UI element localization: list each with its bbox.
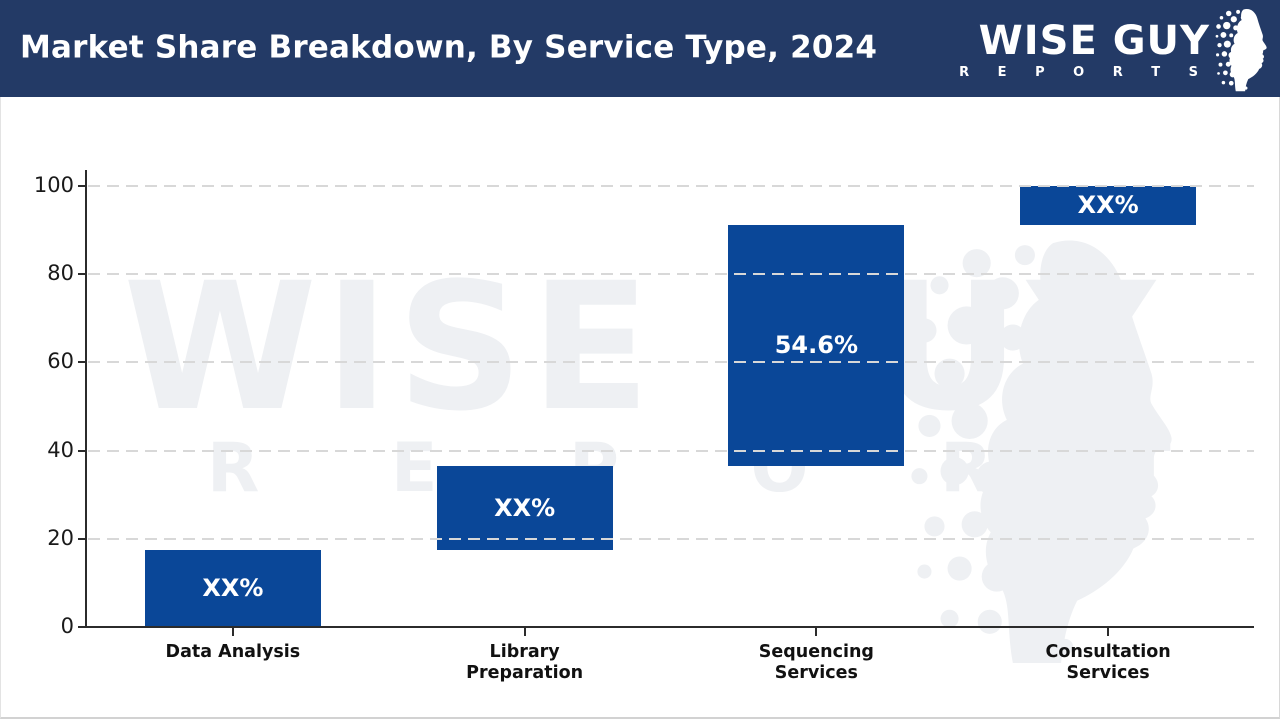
x-axis-spine bbox=[85, 626, 1254, 628]
y-tick-label: 0 bbox=[60, 614, 74, 638]
gridline bbox=[88, 273, 1254, 276]
gridline bbox=[88, 449, 1254, 452]
page-title: Market Share Breakdown, By Service Type,… bbox=[20, 29, 878, 66]
x-category-label-line: Services bbox=[1066, 663, 1150, 683]
x-category-label: Library Preparation bbox=[410, 642, 640, 684]
x-axis-tick bbox=[231, 627, 234, 636]
x-axis-tick bbox=[1107, 627, 1110, 636]
bar-value-label: XX% bbox=[1077, 191, 1139, 219]
x-category-label-line: Data Analysis bbox=[165, 642, 301, 662]
header: Market Share Breakdown, By Service Type,… bbox=[0, 0, 1280, 97]
y-axis-tick bbox=[78, 185, 86, 187]
y-axis-tick bbox=[78, 537, 86, 540]
x-axis-tick bbox=[523, 627, 526, 636]
brand-head-icon bbox=[1215, 9, 1267, 92]
bar-value-label: XX% bbox=[494, 493, 556, 522]
y-tick-label: 20 bbox=[47, 525, 74, 550]
gridline bbox=[88, 361, 1254, 364]
bar bbox=[728, 224, 905, 466]
bar bbox=[1020, 186, 1197, 225]
x-category-label: Sequencing Services bbox=[701, 642, 931, 684]
x-category-label: Data Analysis bbox=[118, 642, 348, 663]
watermark-head-icon bbox=[909, 240, 1172, 663]
y-tick-label: 80 bbox=[47, 261, 74, 286]
y-axis-tick bbox=[78, 361, 86, 364]
x-axis-tick bbox=[815, 627, 818, 636]
y-tick-label: 40 bbox=[47, 437, 74, 462]
bar bbox=[144, 549, 321, 627]
y-axis-tick bbox=[78, 273, 86, 276]
content-area: WISE GUY R E P O R T S 020406080100XX%Da… bbox=[0, 97, 1280, 719]
brand-wordmark: WISE GUY R E P O R T S bbox=[955, 19, 1210, 80]
gridline bbox=[88, 537, 1254, 540]
x-category-label-line: Library bbox=[489, 642, 560, 662]
plot-area: 0 20 40 60 80 100 XX% Data Analysis XX% Library Pr… bbox=[1, 97, 1279, 717]
y-axis-tick bbox=[78, 626, 86, 628]
x-category-label-line: Sequencing bbox=[758, 642, 874, 662]
bar-value-label: 54.6% bbox=[774, 330, 858, 359]
watermark-wordmark: WISE GUY bbox=[123, 245, 1162, 450]
y-axis-spine bbox=[85, 170, 87, 628]
x-category-label-line: Services bbox=[774, 663, 858, 683]
x-category-label-line: Preparation bbox=[466, 663, 584, 683]
x-category-label-line: Consultation bbox=[1045, 642, 1171, 662]
x-category-label: Consultation Services bbox=[993, 642, 1223, 684]
gridline bbox=[88, 185, 1254, 187]
y-axis-tick bbox=[78, 449, 86, 452]
brand-logo: WISE GUY R E P O R T S bbox=[955, 6, 1272, 92]
bar-value-label: XX% bbox=[202, 573, 264, 602]
brand-subname: R E P O R T S bbox=[959, 64, 1210, 80]
y-tick-label: 60 bbox=[47, 349, 74, 374]
y-tick-label: 100 bbox=[33, 173, 74, 197]
bar bbox=[436, 465, 613, 550]
brand-name: WISE GUY bbox=[978, 17, 1210, 64]
